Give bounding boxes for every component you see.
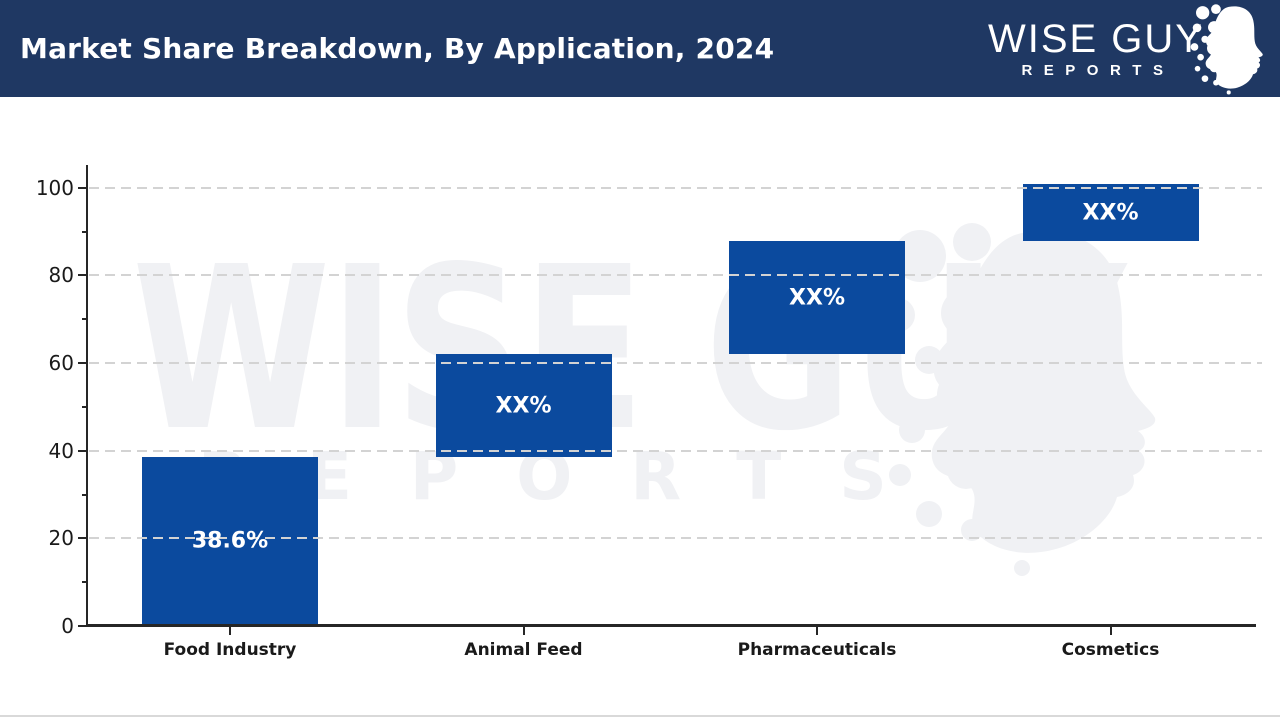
y-tick-label-20: 20: [48, 526, 74, 551]
y-tick-20: [78, 537, 88, 540]
brand-subname: REPORTS: [1021, 62, 1175, 79]
gridline-60: [89, 362, 1262, 365]
x-category-label-pharmaceuticals: Pharmaceuticals: [737, 640, 897, 660]
y-tick-0: [78, 625, 88, 627]
y-minor-tick-70: [82, 318, 88, 321]
y-tick-80: [78, 274, 88, 277]
brand-head-icon: [1190, 3, 1263, 94]
brand-logo: WISE GUY REPORTS: [988, 0, 1272, 97]
x-tick-pharmaceuticals: [816, 627, 818, 635]
bar-cosmetics: [1022, 184, 1199, 242]
watermark-head-icon: [873, 223, 1156, 576]
gridline-80: [89, 274, 1262, 277]
header-bar: Market Share Breakdown, By Application, …: [0, 0, 1280, 97]
y-tick-label-60: 60: [48, 351, 74, 376]
bar-animal-feed: [435, 354, 612, 457]
gridline-100: [89, 186, 1262, 189]
x-tick-animal-feed: [522, 627, 525, 635]
bar-food-industry: [142, 456, 318, 626]
y-minor-tick-50: [82, 405, 88, 408]
bar-value-label-animal-feed: XX%: [495, 393, 552, 419]
y-minor-tick-30: [82, 493, 88, 496]
x-category-label-food-industry: Food Industry: [163, 640, 297, 660]
y-tick-label-80: 80: [48, 263, 74, 288]
x-category-label-animal-feed: Animal Feed: [464, 640, 583, 660]
page-title: Market Share Breakdown, By Application, …: [20, 32, 775, 65]
y-minor-tick-90: [82, 230, 88, 233]
y-tick-40: [78, 449, 88, 452]
x-tick-cosmetics: [1109, 627, 1112, 635]
y-tick-label-0: 0: [61, 614, 74, 638]
x-tick-food-industry: [229, 627, 231, 635]
bottom-border: [0, 715, 1280, 717]
y-tick-label-40: 40: [48, 438, 74, 463]
y-axis-line: [86, 165, 88, 627]
y-minor-tick-10: [82, 581, 88, 584]
brand-wordmark: WISE GUY REPORTS: [988, 19, 1204, 78]
bar-pharmaceuticals: [729, 241, 905, 355]
y-tick-label-100: 100: [35, 175, 74, 200]
y-tick-100: [78, 186, 88, 189]
bar-value-label-cosmetics: XX%: [1082, 200, 1139, 226]
x-axis-line: [86, 624, 1256, 627]
gridline-20: [89, 537, 1262, 540]
bar-value-label-food-industry: 38.6%: [191, 528, 269, 554]
bar-value-label-pharmaceuticals: XX%: [789, 285, 845, 311]
gridline-40: [89, 449, 1262, 452]
x-category-label-cosmetics: Cosmetics: [1061, 640, 1160, 660]
y-tick-60: [78, 362, 88, 365]
brand-name: WISE GUY: [987, 17, 1204, 61]
